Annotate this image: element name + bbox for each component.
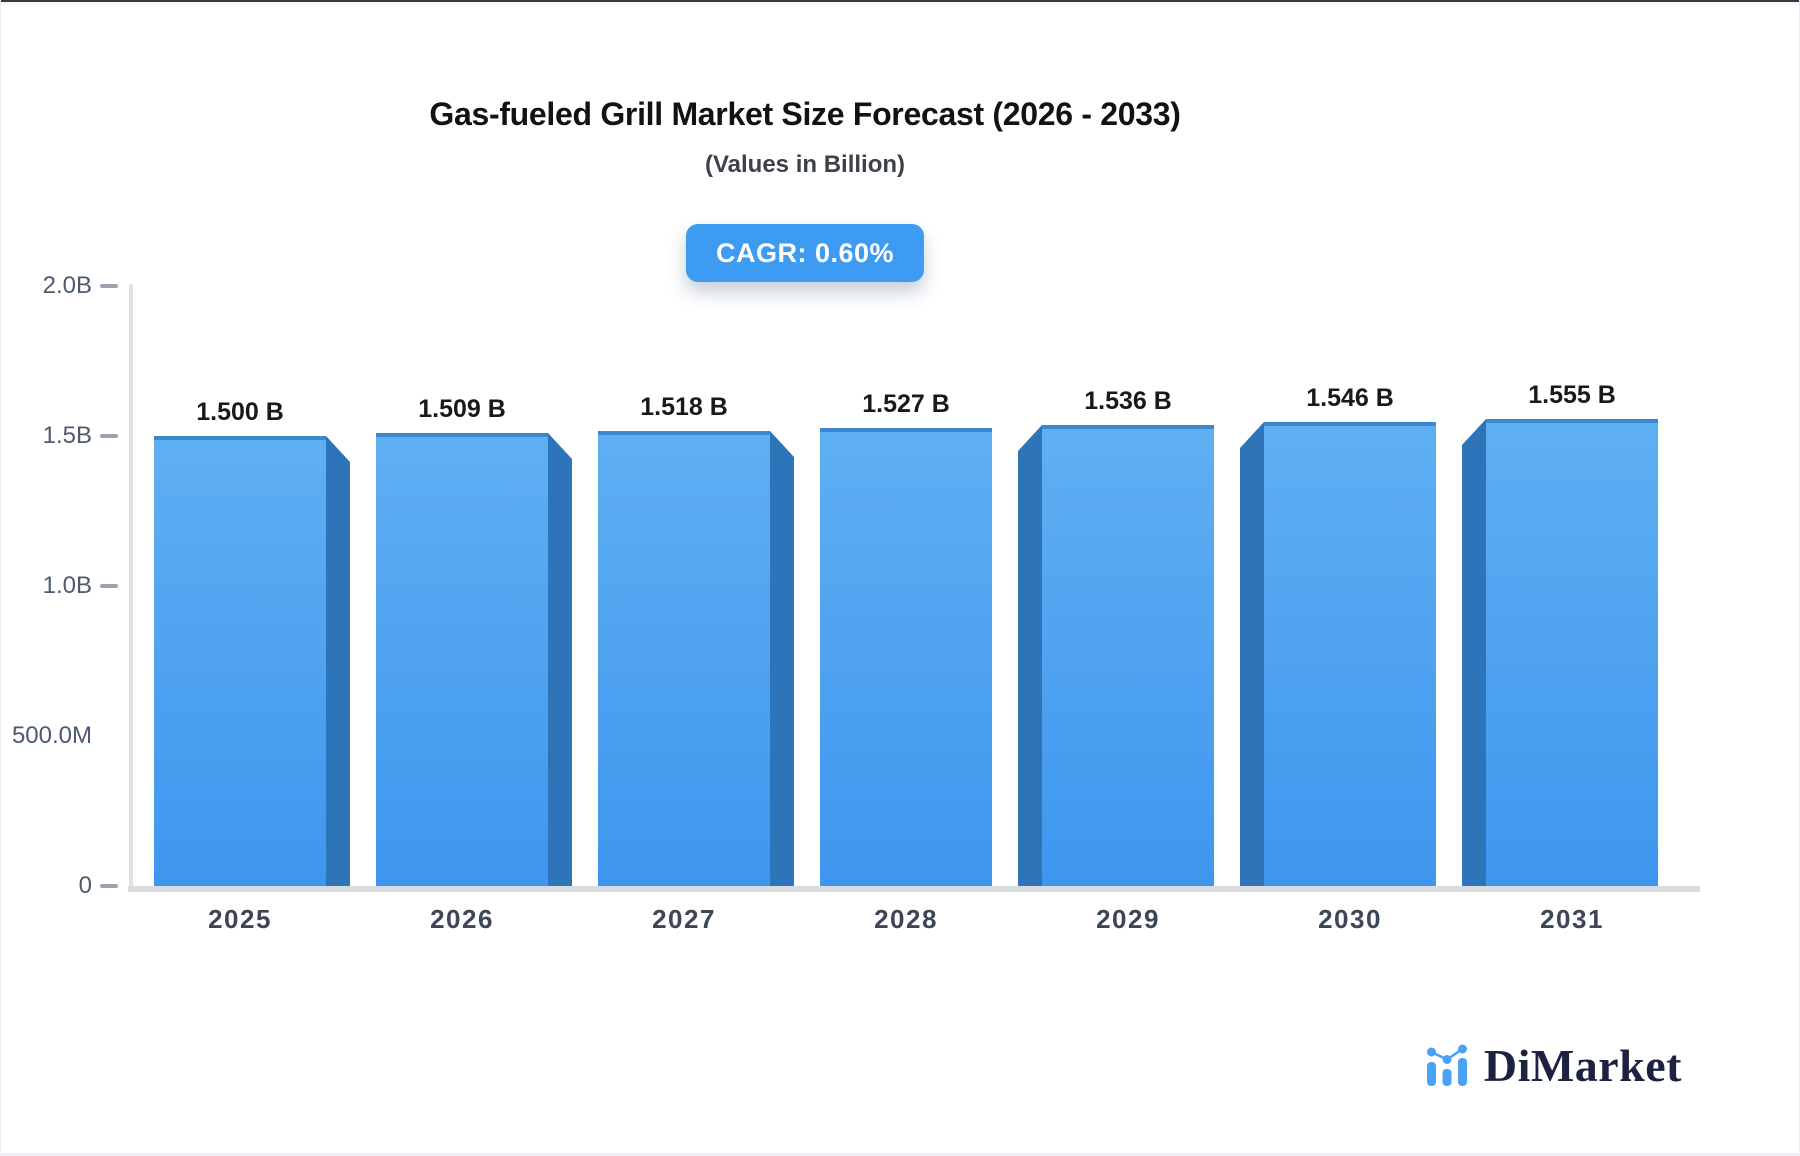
bar-3d-side xyxy=(1018,425,1042,886)
y-axis-tick-mark xyxy=(100,284,118,288)
bar-top-edge xyxy=(598,431,770,435)
bar-value-label: 1.509 B xyxy=(418,395,506,423)
bar-top-edge xyxy=(1264,422,1436,426)
x-axis-label: 2029 xyxy=(1096,904,1160,934)
chart-header: Gas-fueled Grill Market Size Forecast (2… xyxy=(130,0,1480,179)
bar-top-edge xyxy=(1486,419,1658,423)
y-axis-tick-label: 500.0M xyxy=(11,722,92,749)
bar-top-edge xyxy=(1042,425,1214,429)
bar-3d-side xyxy=(326,436,350,886)
window-top-edge xyxy=(0,0,1800,2)
bar-value-label: 1.546 B xyxy=(1306,384,1394,412)
x-axis-label: 2027 xyxy=(652,904,716,934)
bar-2029 xyxy=(1042,425,1214,886)
bar-value-label: 1.518 B xyxy=(640,393,728,421)
bar-top-edge xyxy=(820,428,992,432)
bar-value-label: 1.555 B xyxy=(1528,381,1616,409)
bar-3d-side xyxy=(548,433,572,886)
bar-top-edge xyxy=(376,433,548,437)
y-axis-tick-label: 0 xyxy=(78,872,92,899)
bar-top-edge xyxy=(154,436,326,440)
dimarket-logo: DiMarket xyxy=(1424,1038,1682,1094)
bar-2031 xyxy=(1486,419,1658,886)
bar-2025 xyxy=(154,436,326,886)
bar-2026 xyxy=(376,433,548,886)
x-axis-label: 2031 xyxy=(1540,904,1604,934)
x-axis-label: 2030 xyxy=(1318,904,1382,934)
y-axis-line xyxy=(129,284,133,888)
bar-value-label: 1.536 B xyxy=(1084,387,1172,415)
y-axis-tick-label: 1.5B xyxy=(42,422,92,449)
bar-2027 xyxy=(598,431,770,886)
bar-3d-side xyxy=(1240,422,1264,886)
y-axis-tick-label: 1.0B xyxy=(42,572,92,599)
bar-3d-side xyxy=(1462,419,1486,886)
y-axis-tick-mark xyxy=(100,884,118,888)
chart-subtitle: (Values in Billion) xyxy=(704,151,906,178)
bar-2030 xyxy=(1264,422,1436,886)
x-axis-baseline xyxy=(128,886,1700,892)
bar-value-label: 1.500 B xyxy=(196,398,284,426)
bar-value-label: 1.527 B xyxy=(862,390,950,418)
x-axis-label: 2025 xyxy=(208,904,272,934)
x-axis-label: 2026 xyxy=(430,904,494,934)
window-bottom-edge xyxy=(0,1153,1800,1156)
logo-text: DiMarket xyxy=(1483,1040,1682,1091)
window-left-edge xyxy=(0,0,1,1156)
cagr-badge: CAGR: 0.60% xyxy=(685,224,925,282)
y-axis-tick-label: 2.0B xyxy=(42,272,92,299)
y-axis-tick-mark xyxy=(100,584,118,588)
bar-3d-side xyxy=(770,431,794,886)
y-axis-tick-mark xyxy=(100,434,118,438)
window-top-edge-highlight xyxy=(0,2,1800,5)
bar-chart-dots-icon xyxy=(1426,1044,1467,1086)
bar-2028 xyxy=(820,428,992,886)
chart-title: Gas-fueled Grill Market Size Forecast (2… xyxy=(429,96,1181,132)
x-axis-label: 2028 xyxy=(874,904,938,934)
